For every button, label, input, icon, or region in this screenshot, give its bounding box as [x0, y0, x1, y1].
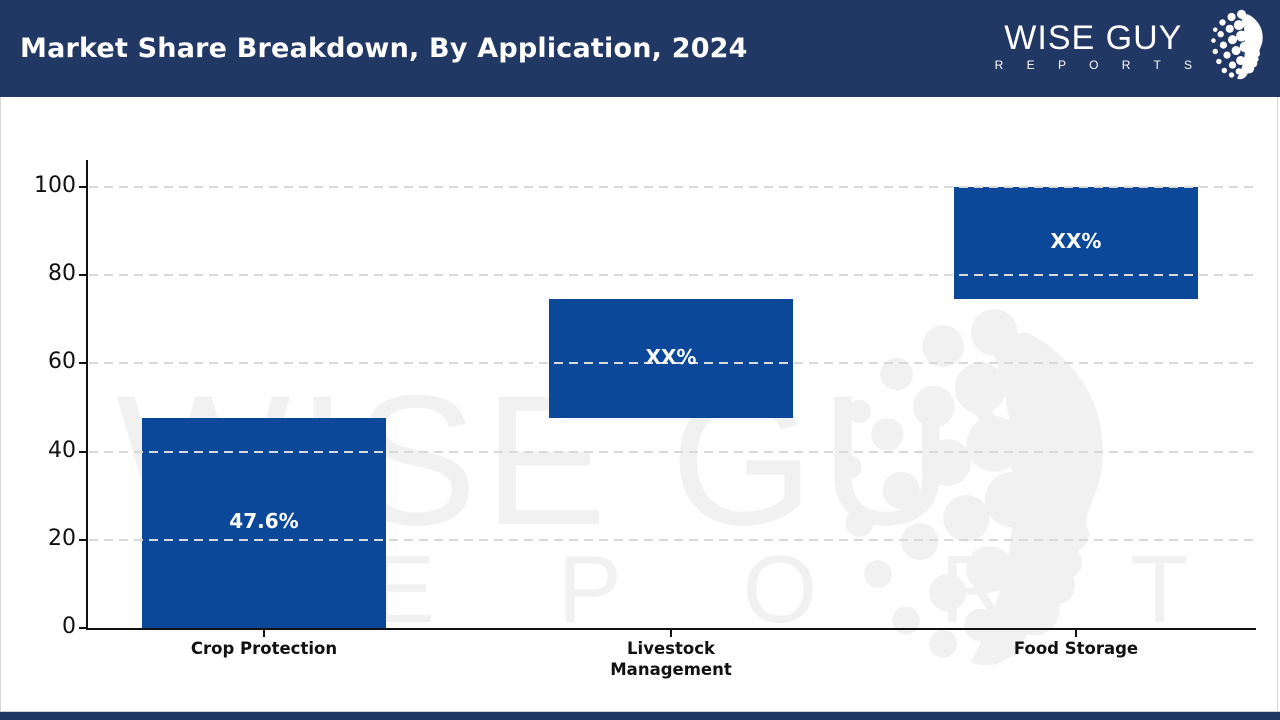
page-title: Market Share Breakdown, By Application, … [20, 33, 748, 64]
y-axis-tick [79, 362, 88, 365]
wise-guy-reports-logo: WISE GUY R E P O R T S [985, 8, 1266, 84]
header-band: Market Share Breakdown, By Application, … [0, 0, 1280, 97]
category-label: Crop Protection [190, 639, 338, 658]
bar [142, 418, 386, 628]
category-label: Livestock Management [610, 639, 732, 679]
logo-text: WISE GUY R E P O R T S [985, 20, 1202, 72]
bar-value-label: 47.6% [229, 509, 299, 534]
y-axis-tick-label: 100 [34, 173, 76, 198]
y-axis-tick-label: 60 [48, 349, 76, 375]
y-axis-tick-label: 0 [62, 614, 76, 639]
gridline [89, 450, 1256, 453]
y-axis-tick [79, 538, 88, 541]
y-axis-tick [79, 186, 88, 188]
gridline [89, 362, 1256, 365]
bar [549, 299, 793, 419]
bar-value-label: XX% [645, 344, 697, 369]
watermark-face-icon [838, 309, 1103, 666]
gridline [89, 186, 1256, 188]
bar-value-label: XX% [1050, 229, 1102, 253]
y-axis-tick-label: 80 [48, 261, 76, 287]
footer-band [0, 711, 1280, 720]
gridline [89, 274, 1256, 277]
logo-subtitle: R E P O R T S [994, 58, 1202, 72]
logo-face-icon [1211, 9, 1263, 80]
x-axis-tick [1075, 630, 1077, 637]
x-axis-tick [670, 630, 672, 637]
x-axis-line [86, 628, 1256, 630]
logo-wordmark: WISE GUY [1004, 19, 1183, 57]
y-axis-tick [79, 450, 88, 453]
y-axis-line [86, 160, 88, 630]
category-label: Food Storage [1013, 639, 1139, 658]
gridline [89, 538, 1256, 541]
x-axis-tick [263, 630, 265, 637]
y-axis-tick-label: 40 [48, 437, 76, 463]
y-axis-tick [79, 274, 88, 277]
y-axis-tick [79, 627, 88, 629]
y-axis-tick-label: 20 [48, 525, 76, 551]
bar [954, 187, 1198, 299]
